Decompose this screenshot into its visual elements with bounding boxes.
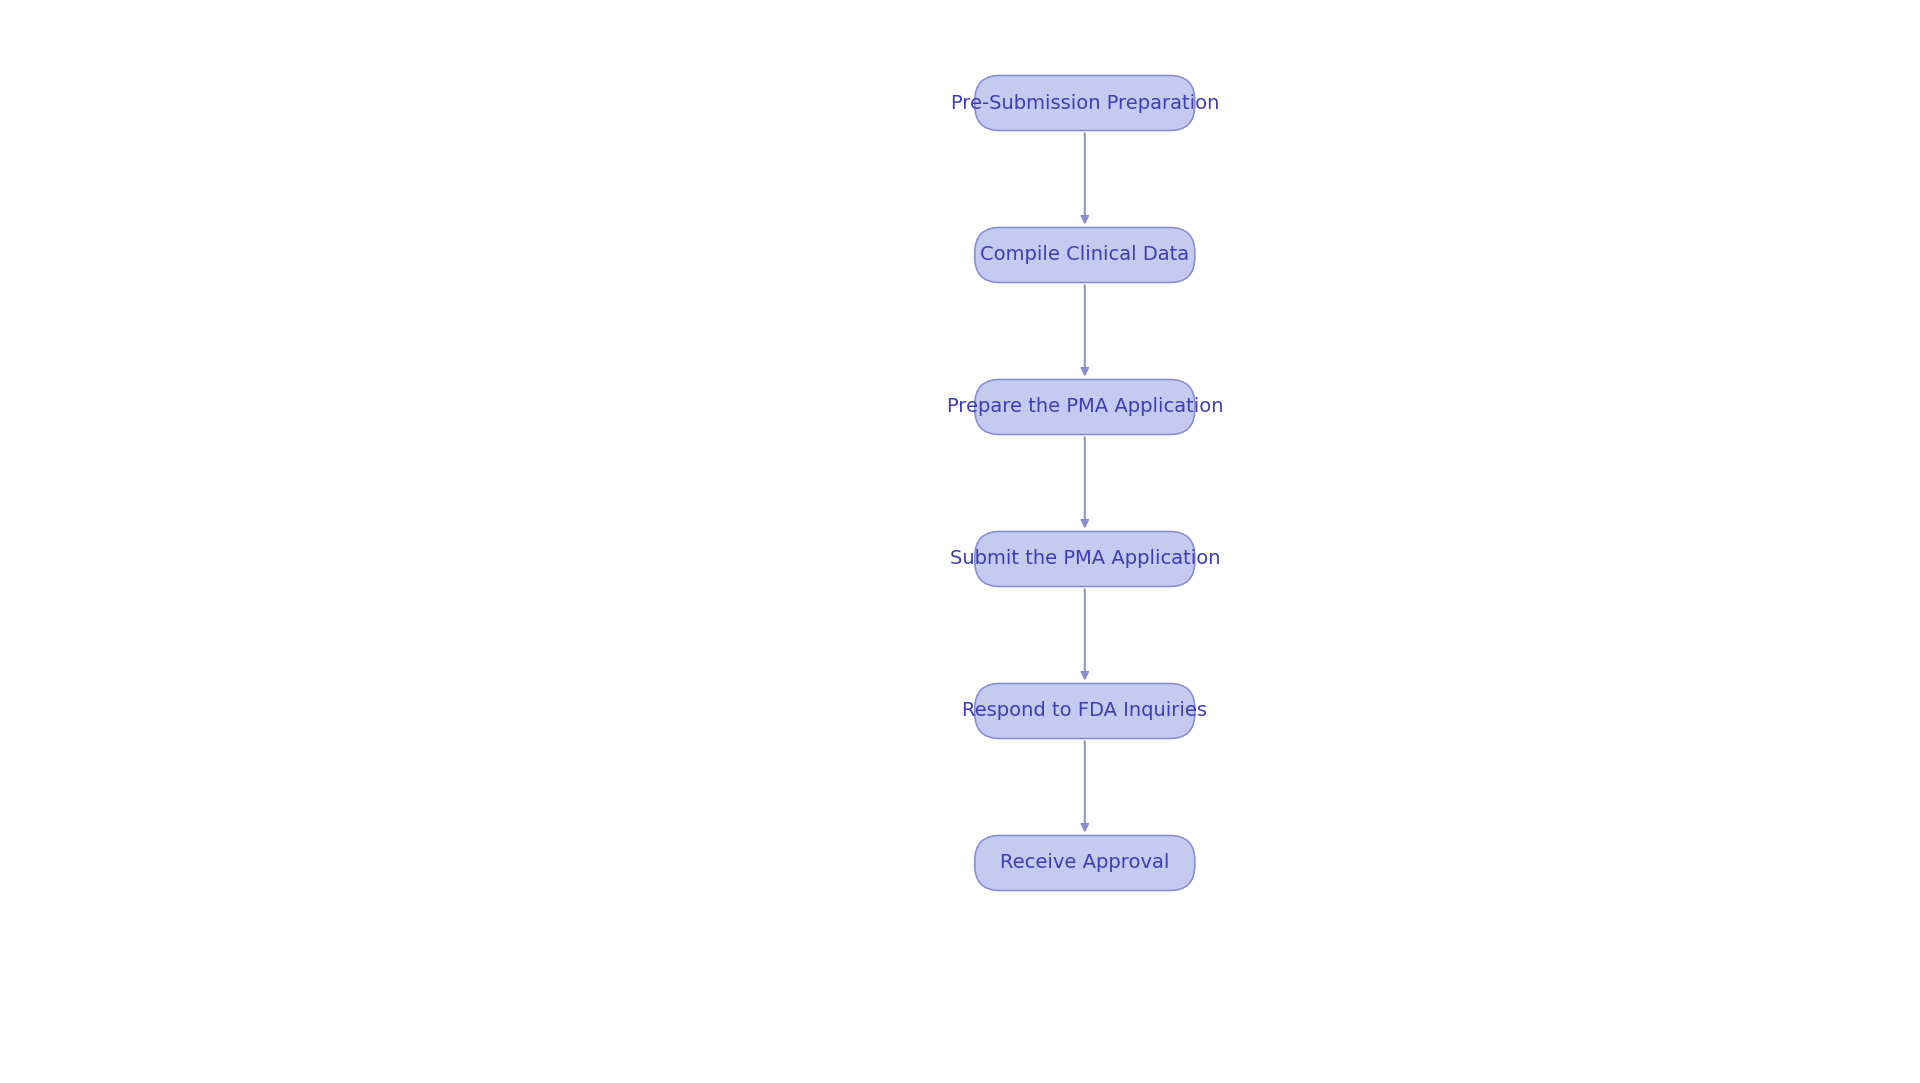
Text: Receive Approval: Receive Approval: [1000, 853, 1169, 873]
Text: Compile Clinical Data: Compile Clinical Data: [981, 246, 1188, 264]
Text: Prepare the PMA Application: Prepare the PMA Application: [947, 397, 1223, 417]
Text: Pre-Submission Preparation: Pre-Submission Preparation: [950, 93, 1219, 113]
Text: Respond to FDA Inquiries: Respond to FDA Inquiries: [962, 702, 1208, 720]
FancyBboxPatch shape: [975, 76, 1194, 130]
FancyBboxPatch shape: [975, 835, 1194, 890]
FancyBboxPatch shape: [975, 379, 1194, 434]
FancyBboxPatch shape: [975, 227, 1194, 283]
FancyBboxPatch shape: [975, 683, 1194, 739]
FancyBboxPatch shape: [975, 532, 1194, 587]
Text: Submit the PMA Application: Submit the PMA Application: [950, 549, 1219, 569]
